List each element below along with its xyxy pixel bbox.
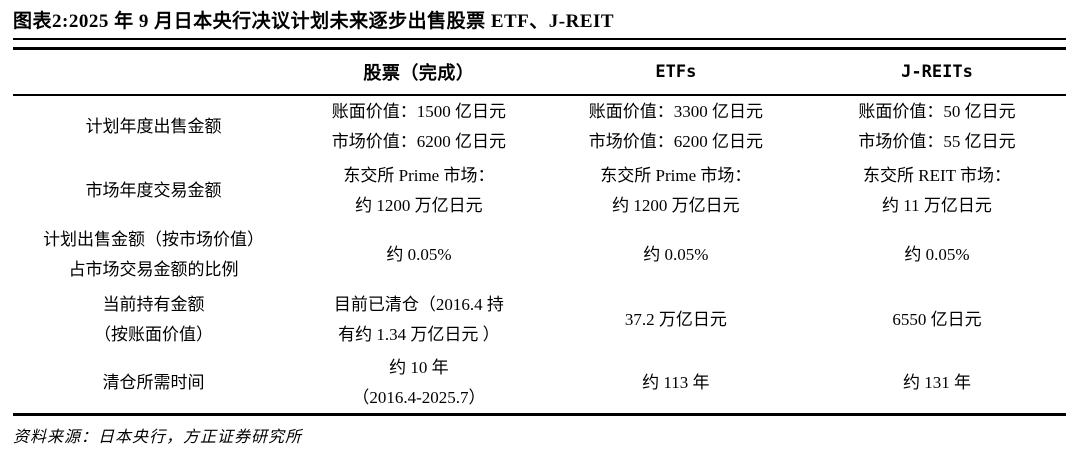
cell-etfs: 账面价值：3300 亿日元 市场价值：6200 亿日元	[588, 102, 763, 151]
cell-stock: 目前已清仓（2016.4 持 有约 1.34 万亿日元 ）	[333, 294, 504, 344]
header-row: 股票（完成） ETFs J-REITs	[13, 48, 1066, 96]
cell-etfs: 37.2 万亿日元	[624, 309, 727, 329]
row-label: 当前持有金额 （按账面价值）	[94, 294, 214, 344]
row-label: 清仓所需时间	[102, 372, 205, 392]
row-label: 计划年度出售金额	[85, 117, 222, 136]
cell-jreits: 约 131 年	[902, 372, 971, 392]
table-row-current-holdings: 当前持有金额 （按账面价值） 目前已清仓（2016.4 持 有约 1.34 万亿…	[13, 287, 1066, 353]
boj-sale-plan-table: 股票（完成） ETFs J-REITs 计划年度出售金额 账面价值：1500 亿…	[13, 47, 1066, 416]
column-header-row-label	[13, 48, 295, 96]
row-label: 计划出售金额（按市场价值） 占市场交易金额的比例	[43, 229, 265, 279]
table-row-sale-ratio: 计划出售金额（按市场价值） 占市场交易金额的比例 约 0.05% 约 0.05%…	[13, 223, 1066, 287]
table-row-liquidation-time: 清仓所需时间 约 10 年 （2016.4-2025.7） 约 113 年 约 …	[13, 353, 1066, 415]
table-row-market-annual-trading: 市场年度交易金额 东交所 Prime 市场： 约 1200 万亿日元 东交所 P…	[13, 159, 1066, 223]
cell-jreits: 东交所 REIT 市场： 约 11 万亿日元	[863, 165, 1011, 215]
table-row-planned-annual-sale: 计划年度出售金额 账面价值：1500 亿日元 市场价值：6200 亿日元 账面价…	[13, 95, 1066, 159]
cell-jreits: 约 0.05%	[904, 244, 970, 264]
cell-etfs: 东交所 Prime 市场： 约 1200 万亿日元	[600, 165, 752, 215]
cell-etfs: 约 113 年	[642, 372, 710, 392]
figure-title: 图表2:2025 年 9 月日本央行决议计划未来逐步出售股票 ETF、J-REI…	[13, 9, 1066, 40]
cell-jreits: 账面价值：50 亿日元 市场价值：55 亿日元	[858, 102, 1016, 151]
column-header-stock: 股票（完成）	[294, 48, 544, 96]
source-note: 资料来源：日本央行，方正证券研究所	[13, 429, 303, 446]
cell-stock: 约 10 年 （2016.4-2025.7）	[352, 357, 486, 407]
column-header-jreits: J-REITs	[807, 48, 1066, 96]
cell-stock: 账面价值：1500 亿日元 市场价值：6200 亿日元	[331, 102, 507, 151]
cell-jreits: 6550 亿日元	[892, 309, 982, 329]
row-label: 市场年度交易金额	[85, 180, 222, 200]
cell-stock: 约 0.05%	[386, 244, 452, 264]
column-header-etfs: ETFs	[543, 48, 808, 96]
cell-stock: 东交所 Prime 市场： 约 1200 万亿日元	[343, 165, 495, 215]
cell-etfs: 约 0.05%	[643, 244, 709, 264]
